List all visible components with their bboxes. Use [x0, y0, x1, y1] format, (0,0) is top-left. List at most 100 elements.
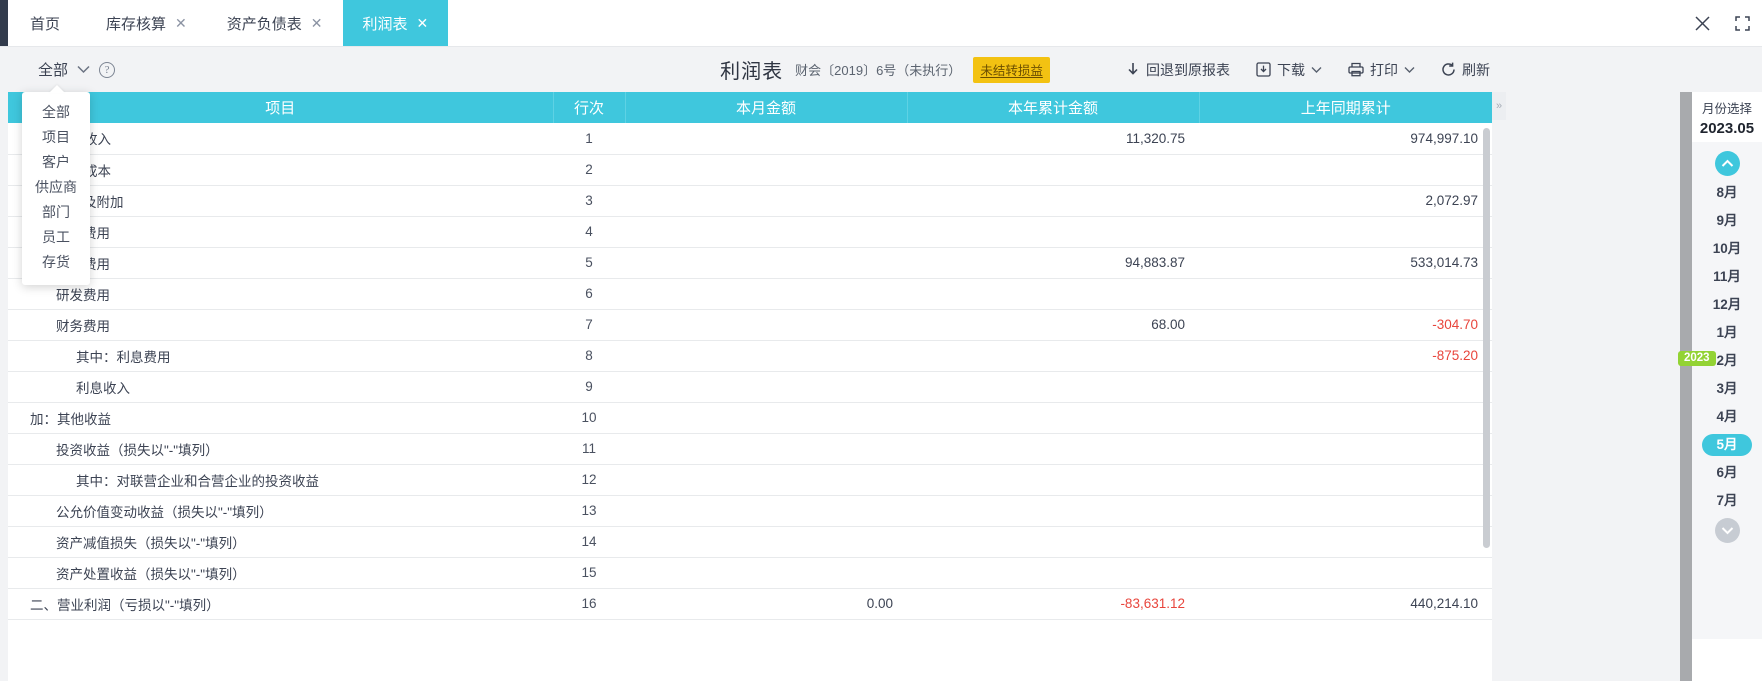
table-row[interactable]: 税金及附加3 2,072.97: [8, 185, 1492, 217]
cell-ytd-amount[interactable]: [907, 464, 1199, 496]
month-item[interactable]: 3月: [1716, 381, 1738, 396]
column-header-ytd-amount[interactable]: 本年累计金额: [907, 92, 1200, 123]
table-row[interactable]: 财务费用 7 68.00 -304.70: [8, 309, 1492, 341]
table-row[interactable]: 销售费用4: [8, 216, 1492, 248]
cell-month-amount[interactable]: [625, 340, 907, 372]
cell-month-amount[interactable]: 0.00: [625, 588, 907, 620]
month-item[interactable]: 2月: [1716, 353, 1738, 368]
cell-ytd-amount[interactable]: -83,631.12: [907, 588, 1199, 620]
cell-ytd-amount[interactable]: 68.00: [907, 309, 1199, 341]
refresh-button[interactable]: 刷新: [1441, 60, 1490, 80]
cell-ytd-amount[interactable]: [907, 278, 1199, 310]
cell-month-amount[interactable]: [625, 154, 907, 186]
table-row[interactable]: 利息收入 9: [8, 371, 1492, 403]
cell-last-year-amount[interactable]: [1199, 433, 1492, 465]
month-item[interactable]: 6月: [1716, 465, 1738, 480]
close-icon[interactable]: ✕: [416, 15, 429, 31]
cell-month-amount[interactable]: [625, 402, 907, 434]
table-vertical-scrollbar[interactable]: [1483, 128, 1490, 548]
cell-month-amount[interactable]: [625, 464, 907, 496]
table-row[interactable]: 其中：对联营企业和合营企业的投资收益 12: [8, 464, 1492, 496]
cell-month-amount[interactable]: [625, 247, 907, 279]
month-item[interactable]: 8月: [1716, 185, 1738, 200]
cell-ytd-amount[interactable]: [907, 371, 1199, 403]
cell-last-year-amount[interactable]: [1199, 371, 1492, 403]
scroll-down-button[interactable]: [1714, 518, 1740, 543]
column-header-month-amount[interactable]: 本月金额: [625, 92, 908, 123]
cell-month-amount[interactable]: [625, 278, 907, 310]
table-row[interactable]: 投资收益（损失以"-"填列） 11: [8, 433, 1492, 465]
cell-last-year-amount[interactable]: [1199, 495, 1492, 527]
cell-month-amount[interactable]: [625, 371, 907, 403]
cell-ytd-amount[interactable]: [907, 154, 1199, 186]
close-icon[interactable]: ✕: [175, 15, 187, 31]
status-badge[interactable]: 未结转损益: [973, 56, 1050, 83]
dropdown-item-5[interactable]: 员工: [42, 229, 70, 245]
dropdown-item-6[interactable]: 存货: [42, 254, 70, 270]
cell-last-year-amount[interactable]: 974,997.10: [1199, 123, 1492, 155]
cell-last-year-amount[interactable]: 2,072.97: [1199, 185, 1492, 217]
window-close-button[interactable]: [1682, 0, 1722, 46]
table-row[interactable]: 其中：利息费用 8 -875.20: [8, 340, 1492, 372]
cell-last-year-amount[interactable]: 440,214.10: [1199, 588, 1492, 620]
dropdown-item-2[interactable]: 客户: [42, 154, 70, 170]
window-maximize-button[interactable]: [1722, 0, 1762, 46]
tab-income-statement[interactable]: 利润表 ✕: [342, 0, 449, 46]
cell-last-year-amount[interactable]: [1199, 526, 1492, 558]
month-item[interactable]: 7月: [1716, 493, 1738, 508]
table-row[interactable]: 加：其他收益 10: [8, 402, 1492, 434]
print-button[interactable]: 打印: [1348, 60, 1415, 80]
rollback-button[interactable]: 回退到原报表: [1126, 60, 1230, 80]
close-icon[interactable]: ✕: [310, 15, 323, 31]
tab-home[interactable]: 首页: [8, 0, 86, 46]
cell-last-year-amount[interactable]: [1199, 154, 1492, 186]
cell-ytd-amount[interactable]: [907, 185, 1199, 217]
cell-ytd-amount[interactable]: [907, 557, 1199, 589]
cell-ytd-amount[interactable]: [907, 433, 1199, 465]
dimension-selector[interactable]: 全部 ?: [38, 59, 116, 80]
question-mark-icon[interactable]: ?: [99, 61, 116, 78]
column-header-row-no[interactable]: 行次: [553, 92, 626, 123]
cell-last-year-amount[interactable]: [1199, 216, 1492, 248]
dropdown-item-4[interactable]: 部门: [42, 204, 70, 220]
cell-month-amount[interactable]: [625, 216, 907, 248]
table-row[interactable]: 资产减值损失（损失以"-"填列） 14: [8, 526, 1492, 558]
cell-month-amount[interactable]: [625, 526, 907, 558]
column-header-last-year[interactable]: 上年同期累计: [1199, 92, 1492, 123]
cell-month-amount[interactable]: [625, 185, 907, 217]
month-item[interactable]: 11月: [1713, 269, 1741, 284]
cell-month-amount[interactable]: [625, 433, 907, 465]
cell-last-year-amount[interactable]: [1199, 402, 1492, 434]
dropdown-item-3[interactable]: 供应商: [35, 179, 77, 195]
cell-last-year-amount[interactable]: [1199, 464, 1492, 496]
column-header-item[interactable]: 项目: [8, 92, 554, 123]
month-item[interactable]: 9月: [1716, 213, 1738, 228]
month-item[interactable]: 12月: [1712, 297, 1742, 312]
month-item[interactable]: 5月: [1702, 434, 1752, 456]
month-item[interactable]: 10月: [1712, 241, 1742, 256]
cell-last-year-amount[interactable]: [1199, 278, 1492, 310]
tab-inventory[interactable]: 库存核算 ✕: [86, 0, 207, 46]
download-button[interactable]: 下载: [1256, 60, 1322, 80]
cell-month-amount[interactable]: [625, 557, 907, 589]
table-row[interactable]: 二、营业利润（亏损以"-"填列） 16 0.00 -83,631.12 440,214.…: [8, 588, 1492, 620]
dropdown-item-0[interactable]: 全部: [42, 104, 70, 120]
cell-last-year-amount[interactable]: 533,014.73: [1199, 247, 1492, 279]
table-row[interactable]: 资产处置收益（损失以"-"填列） 15: [8, 557, 1492, 589]
cell-month-amount[interactable]: [625, 309, 907, 341]
cell-ytd-amount[interactable]: [907, 402, 1199, 434]
table-row[interactable]: 减：营业成本2: [8, 154, 1492, 186]
cell-ytd-amount[interactable]: [907, 216, 1199, 248]
tab-balance-sheet[interactable]: 资产负债表 ✕: [207, 0, 343, 46]
cell-last-year-amount[interactable]: [1199, 557, 1492, 589]
cell-ytd-amount[interactable]: [907, 340, 1199, 372]
panel-collapse-button[interactable]: »: [1492, 92, 1506, 120]
cell-ytd-amount[interactable]: [907, 526, 1199, 558]
cell-last-year-amount[interactable]: -304.70: [1199, 309, 1492, 341]
cell-ytd-amount[interactable]: 94,883.87: [907, 247, 1199, 279]
cell-month-amount[interactable]: [625, 123, 907, 155]
cell-ytd-amount[interactable]: [907, 495, 1199, 527]
month-item[interactable]: 1月: [1716, 325, 1738, 340]
